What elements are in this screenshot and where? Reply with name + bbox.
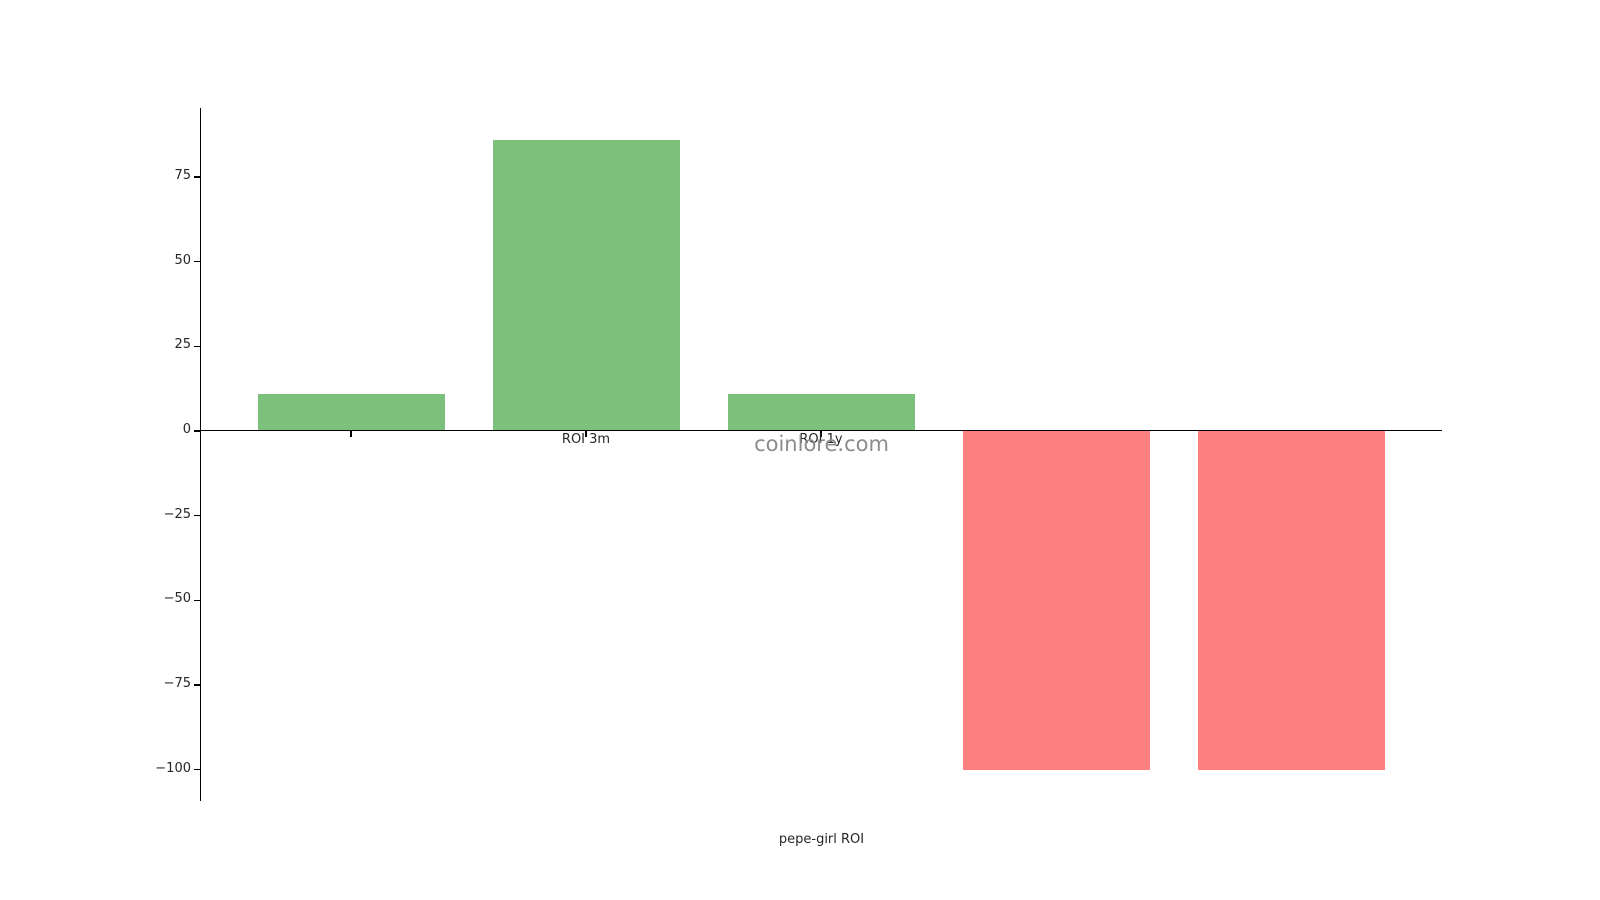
x-tick-label: ROI 1y	[799, 432, 843, 447]
x-tick-label: ROI 3m	[561, 432, 611, 447]
y-tick	[193, 768, 200, 771]
x-axis-line	[199, 429, 1442, 431]
y-tick	[193, 430, 200, 432]
x-tick	[350, 431, 352, 437]
bar	[257, 393, 445, 431]
x-tick	[585, 431, 587, 437]
bar	[1197, 431, 1385, 770]
y-tick-label: 75	[174, 167, 191, 183]
y-tick	[193, 684, 200, 686]
x-tick	[820, 431, 822, 437]
y-axis-spine	[199, 108, 201, 801]
y-tick-label: −50	[163, 591, 191, 607]
y-tick-label: −75	[163, 676, 191, 692]
y-tick-label: −100	[155, 760, 191, 776]
y-tick-label: 25	[174, 337, 191, 353]
bar	[492, 139, 680, 431]
y-tick	[193, 599, 200, 602]
watermark: coinlore.com	[754, 432, 889, 456]
bar	[962, 431, 1150, 770]
y-tick	[193, 514, 200, 517]
y-tick	[193, 345, 200, 348]
y-tick-label: 50	[174, 252, 191, 268]
y-tick-label: 0	[182, 422, 191, 437]
x-axis-title: pepe-girl ROI	[778, 832, 865, 847]
y-tick	[193, 176, 200, 178]
bar	[727, 393, 915, 431]
y-tick	[193, 260, 200, 263]
y-tick-label: −25	[163, 506, 191, 522]
